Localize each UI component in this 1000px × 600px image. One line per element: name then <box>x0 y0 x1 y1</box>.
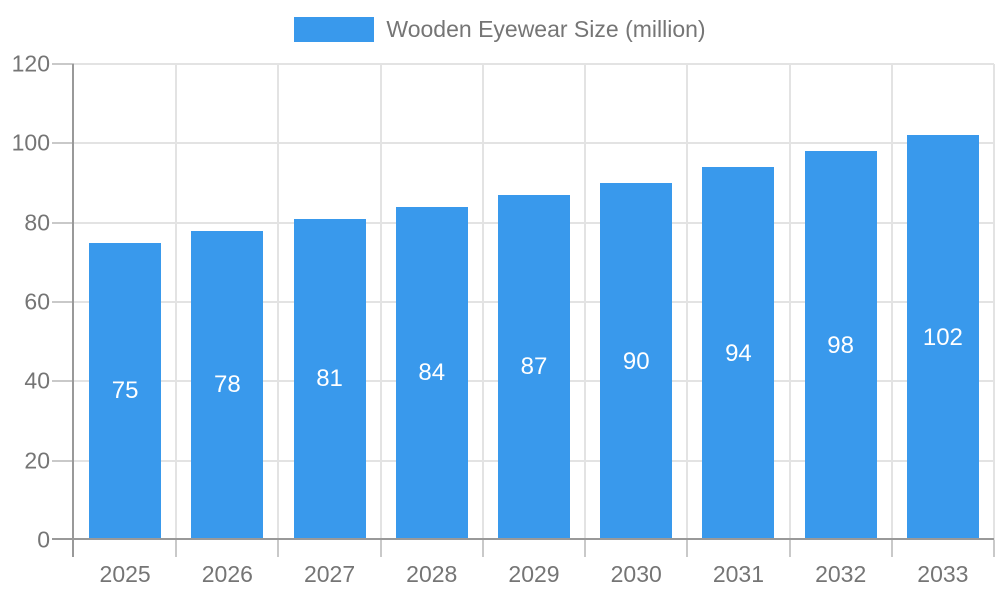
y-axis-line <box>72 64 74 557</box>
y-gridline <box>74 142 994 145</box>
x-axis-tick-label: 2026 <box>201 561 253 587</box>
bar-2030: 90 <box>600 183 673 540</box>
y-axis-tick <box>52 459 74 462</box>
x-axis-tick-label: 2027 <box>303 561 356 587</box>
bar-value-label: 84 <box>418 359 446 387</box>
y-axis-tick <box>52 221 74 224</box>
y-axis-tick <box>52 63 74 65</box>
bar-value-label: 87 <box>520 353 548 381</box>
bar-2028: 84 <box>395 206 468 540</box>
bar-2033: 102 <box>906 135 979 540</box>
y-axis-tick-label: 120 <box>11 50 50 77</box>
y-axis-tick <box>52 301 74 303</box>
x-axis-tick <box>175 540 178 557</box>
x-gridline <box>277 64 280 540</box>
x-axis-tick <box>584 540 587 557</box>
bar-2027: 81 <box>293 218 366 540</box>
x-axis-tick <box>481 540 484 557</box>
legend[interactable]: Wooden Eyewear Size (million) <box>0 16 1000 43</box>
x-axis-tick <box>379 540 382 557</box>
x-gridline <box>993 64 995 540</box>
bar-2032: 98 <box>804 151 877 540</box>
x-axis-tick <box>993 540 995 557</box>
x-gridline <box>788 64 791 540</box>
y-gridline <box>74 63 994 65</box>
legend-label: Wooden Eyewear Size (million) <box>386 16 706 42</box>
bar-value-label: 75 <box>111 377 139 405</box>
bar-value-label: 78 <box>213 371 241 399</box>
legend-swatch <box>294 17 375 42</box>
x-gridline <box>379 64 382 540</box>
y-axis-tick <box>52 142 74 145</box>
x-gridline <box>481 64 484 540</box>
x-axis-tick-label: 2030 <box>610 561 662 587</box>
y-axis-tick-label: 0 <box>37 526 50 553</box>
bar-2031: 94 <box>702 167 775 540</box>
bar-2025: 75 <box>89 242 162 540</box>
x-gridline <box>175 64 178 540</box>
x-axis-tick <box>890 540 893 557</box>
y-axis-tick-label: 60 <box>24 288 50 315</box>
plot-area: 0 20 40 60 80 100 120 75 2025 78 2026 81 2027 84 2028 8… <box>12 52 995 587</box>
y-axis-tick <box>52 380 74 383</box>
x-axis-tick-label: 2033 <box>917 561 969 587</box>
x-gridline <box>584 64 587 540</box>
x-axis-line <box>52 538 994 540</box>
bar-2029: 87 <box>498 194 570 540</box>
y-axis-tick-label: 100 <box>11 129 50 156</box>
bar-value-label: 90 <box>622 347 650 375</box>
y-axis-tick-label: 80 <box>24 209 50 236</box>
bar-value-label: 98 <box>827 331 854 359</box>
x-gridline <box>686 64 689 540</box>
x-gridline <box>890 64 893 540</box>
x-axis-tick-label: 2025 <box>99 561 151 587</box>
y-axis-tick-label: 40 <box>24 367 50 394</box>
x-axis-tick-label: 2028 <box>406 561 458 587</box>
x-axis-tick-label: 2029 <box>508 561 560 587</box>
x-axis-tick-label: 2032 <box>815 561 867 587</box>
bar-value-label: 94 <box>725 339 752 367</box>
bar-value-label: 102 <box>922 323 963 351</box>
x-axis-tick-label: 2031 <box>712 561 765 587</box>
x-axis-tick <box>788 540 791 557</box>
x-axis-tick <box>686 540 689 557</box>
x-axis-tick <box>277 540 280 557</box>
bar-value-label: 81 <box>316 365 343 393</box>
bar-2026: 78 <box>191 230 264 540</box>
y-axis-tick-label: 20 <box>24 447 50 474</box>
